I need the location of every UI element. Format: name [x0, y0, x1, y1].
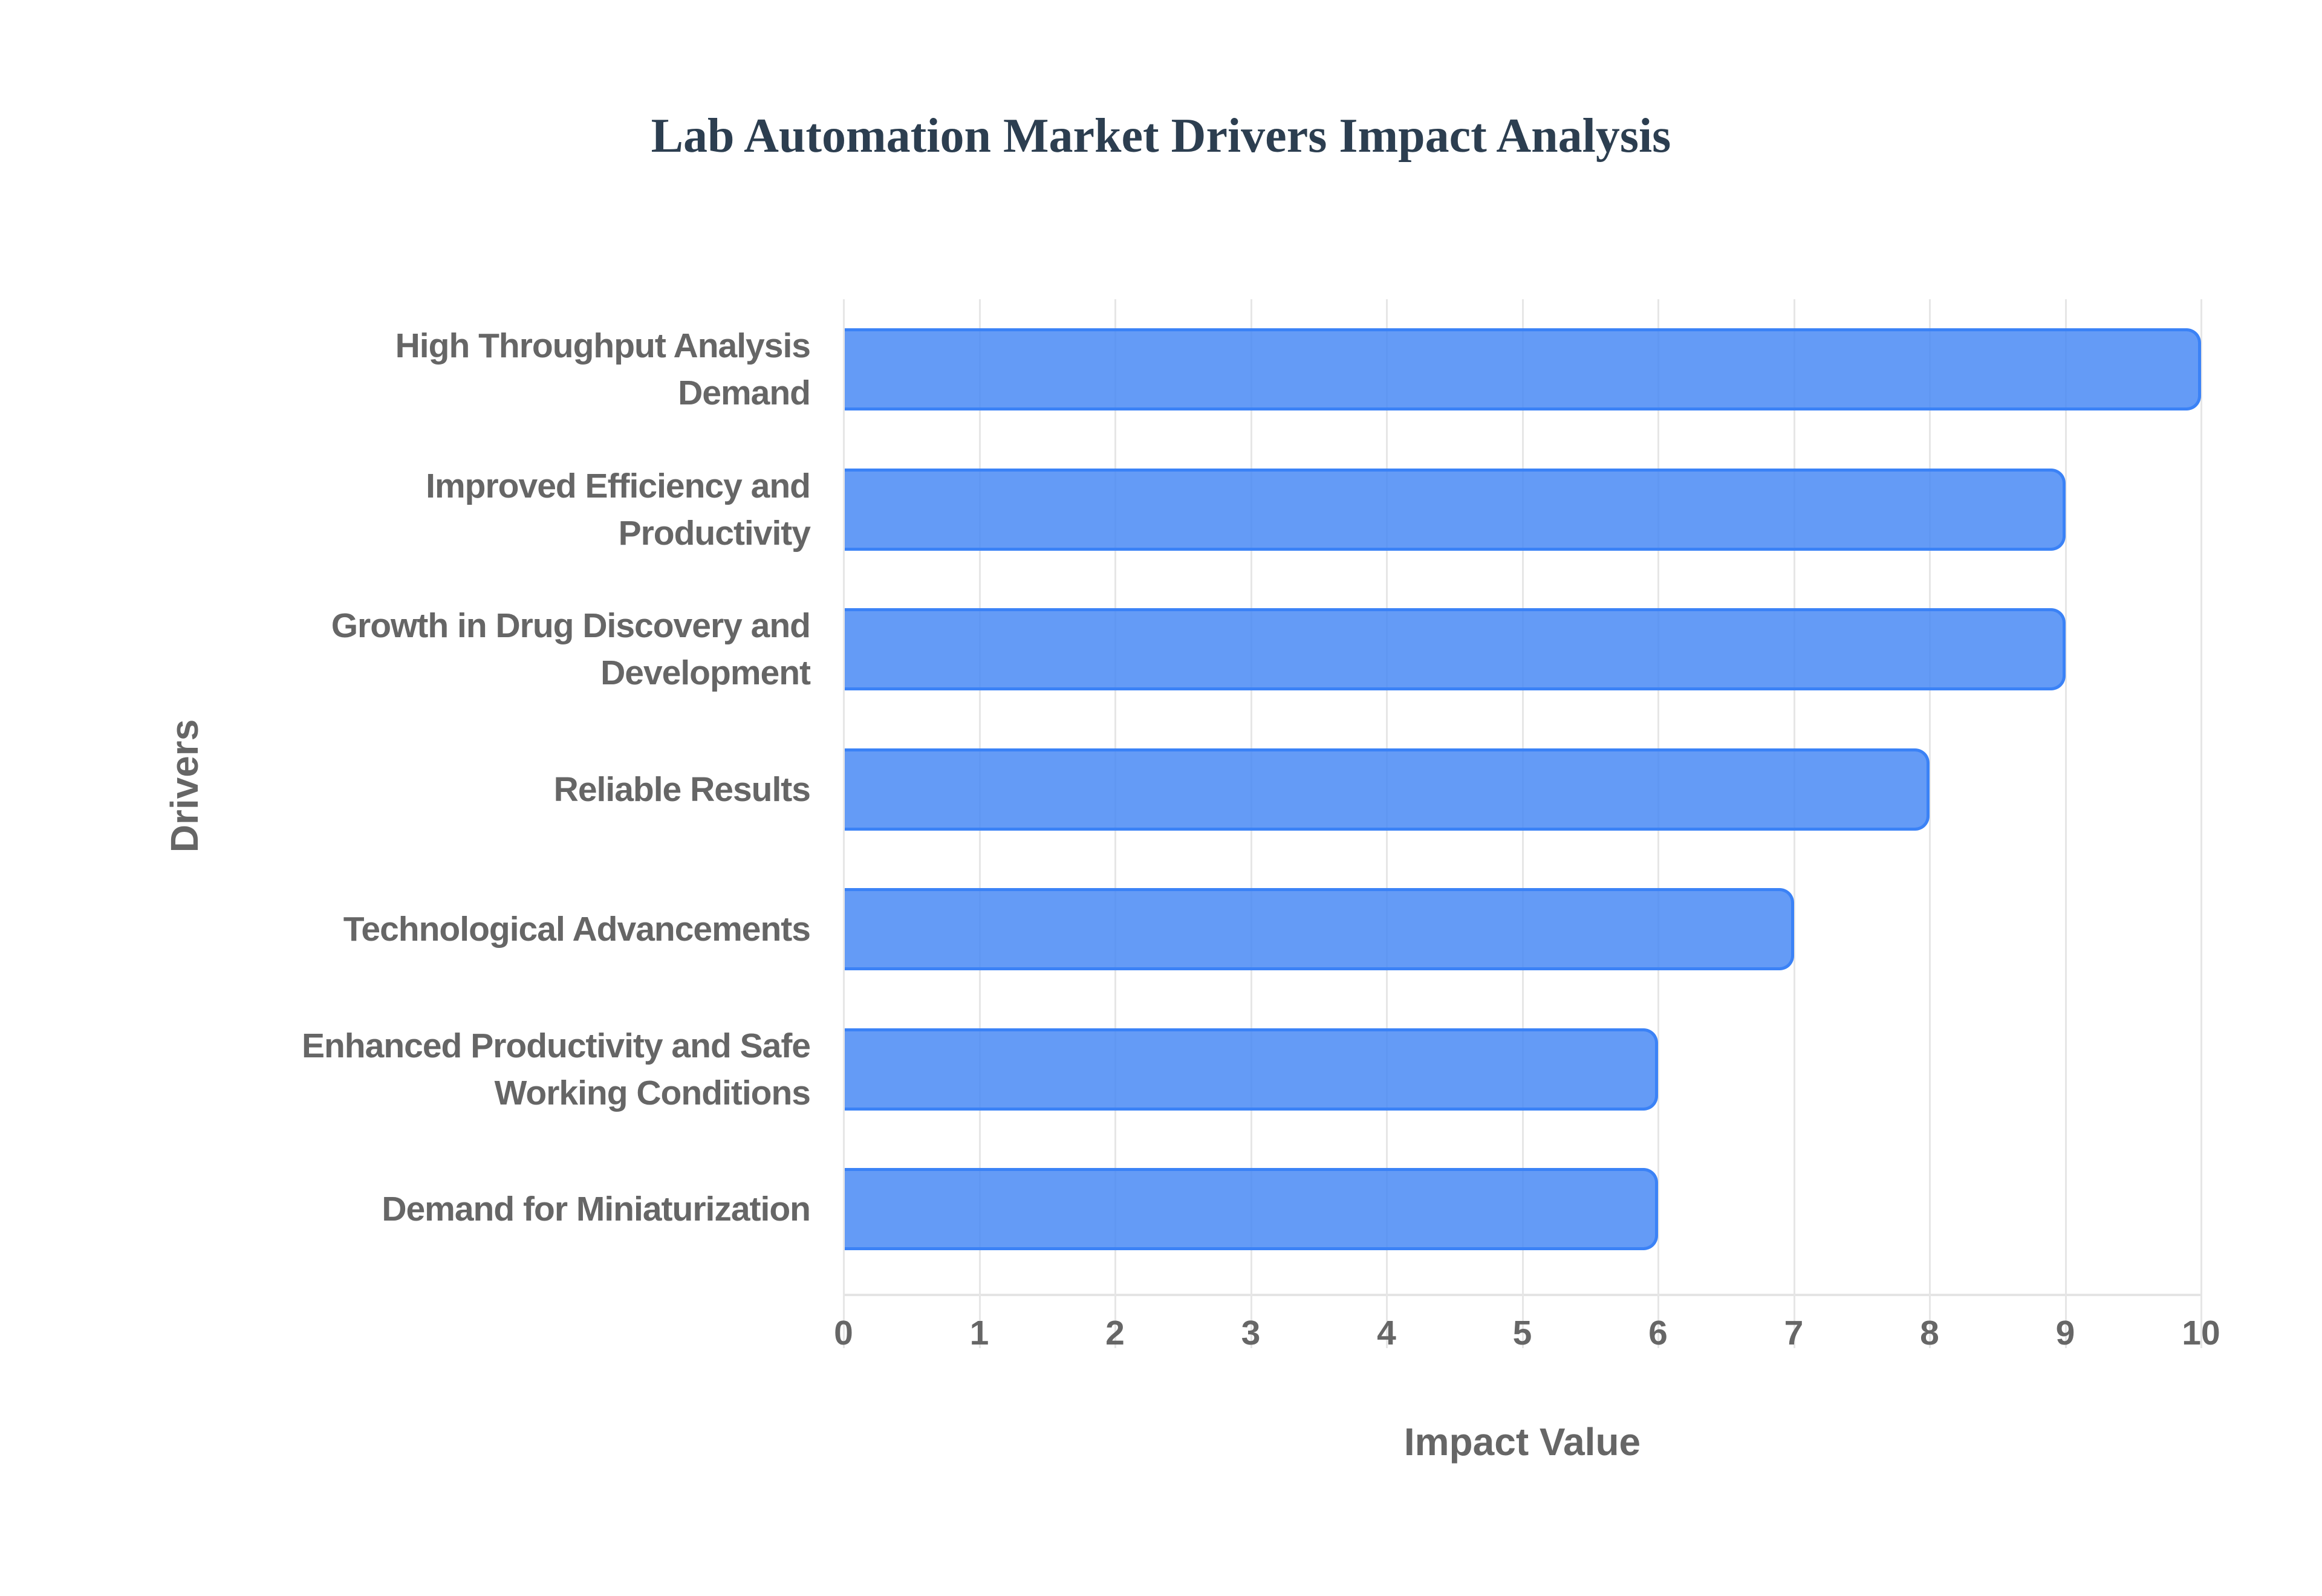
x-tick-label: 8: [1920, 1314, 1939, 1352]
category-label: High Throughput Analysis Demand: [145, 322, 811, 417]
category-label: Reliable Results: [145, 766, 811, 813]
x-axis-title: Impact Value: [1403, 1420, 1641, 1464]
x-tick-label: 3: [1241, 1314, 1261, 1352]
x-tick-label: 0: [834, 1314, 853, 1352]
x-tick-label: 10: [2182, 1314, 2220, 1352]
category-label: Technological Advancements: [145, 906, 811, 953]
category-label: Growth in Drug Discovery and Development: [145, 602, 811, 696]
plot-area: [843, 299, 2202, 1348]
bar[interactable]: [845, 468, 2066, 551]
bar[interactable]: [845, 608, 2066, 690]
bar[interactable]: [845, 1028, 1658, 1111]
gridline: [843, 299, 845, 1348]
category-label: Enhanced Productivity and Safe Working Co…: [145, 1022, 811, 1117]
category-label-line: Enhanced Productivity and Safe: [301, 1026, 811, 1065]
bar[interactable]: [845, 328, 2201, 410]
bar[interactable]: [845, 748, 1930, 831]
category-label-line: Reliable Results: [553, 770, 811, 809]
category-label-line: Demand: [678, 374, 811, 412]
category-label-line: Development: [600, 654, 811, 692]
bar[interactable]: [845, 888, 1794, 970]
bar[interactable]: [845, 1168, 1658, 1250]
x-tick-label: 4: [1377, 1314, 1396, 1352]
category-label: Improved Efficiency and Productivity: [145, 462, 811, 557]
category-label-line: Demand for Miniaturization: [382, 1190, 811, 1228]
x-tick-label: 6: [1648, 1314, 1668, 1352]
chart-title: Lab Automation Market Drivers Impact Ana…: [651, 109, 1671, 163]
category-label-line: Technological Advancements: [343, 910, 811, 949]
category-label-line: Productivity: [618, 513, 811, 553]
x-tick-label: 9: [2055, 1314, 2075, 1352]
category-label-line: Growth in Drug Discovery and: [331, 606, 811, 645]
category-label-line: Working Conditions: [494, 1073, 811, 1112]
x-tick-label: 7: [1784, 1314, 1804, 1352]
gridline: [2200, 299, 2202, 1348]
gridline: [1929, 299, 1931, 1348]
gridline: [2064, 299, 2067, 1348]
x-tick-label: 5: [1512, 1314, 1532, 1352]
x-tick-label: 1: [969, 1314, 989, 1352]
category-label: Demand for Miniaturization: [145, 1186, 811, 1233]
x-tick-label: 2: [1105, 1314, 1125, 1352]
category-label-line: High Throughput Analysis: [395, 326, 811, 365]
category-label-line: Improved Efficiency and: [426, 466, 811, 505]
